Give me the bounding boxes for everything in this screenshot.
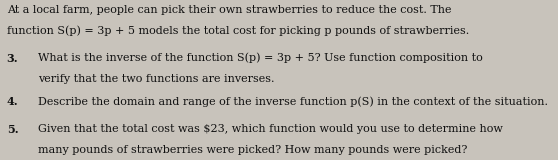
Text: many pounds of strawberries were picked? How many pounds were picked?: many pounds of strawberries were picked?… [38, 145, 467, 155]
Text: Given that the total cost was $23, which function would you use to determine how: Given that the total cost was $23, which… [38, 124, 503, 134]
Text: verify that the two functions are inverses.: verify that the two functions are invers… [38, 74, 275, 84]
Text: What is the inverse of the function S(p) = 3p + 5? Use function composition to: What is the inverse of the function S(p)… [38, 53, 483, 63]
Text: Describe the domain and range of the inverse function p(S) in the context of the: Describe the domain and range of the inv… [38, 96, 548, 107]
Text: function S(p) = 3p + 5 models the total cost for picking p pounds of strawberrie: function S(p) = 3p + 5 models the total … [7, 26, 469, 36]
Text: 3.: 3. [7, 53, 18, 64]
Text: 5.: 5. [7, 124, 18, 135]
Text: 4.: 4. [7, 96, 18, 107]
Text: At a local farm, people can pick their own strawberries to reduce the cost. The: At a local farm, people can pick their o… [7, 5, 451, 15]
